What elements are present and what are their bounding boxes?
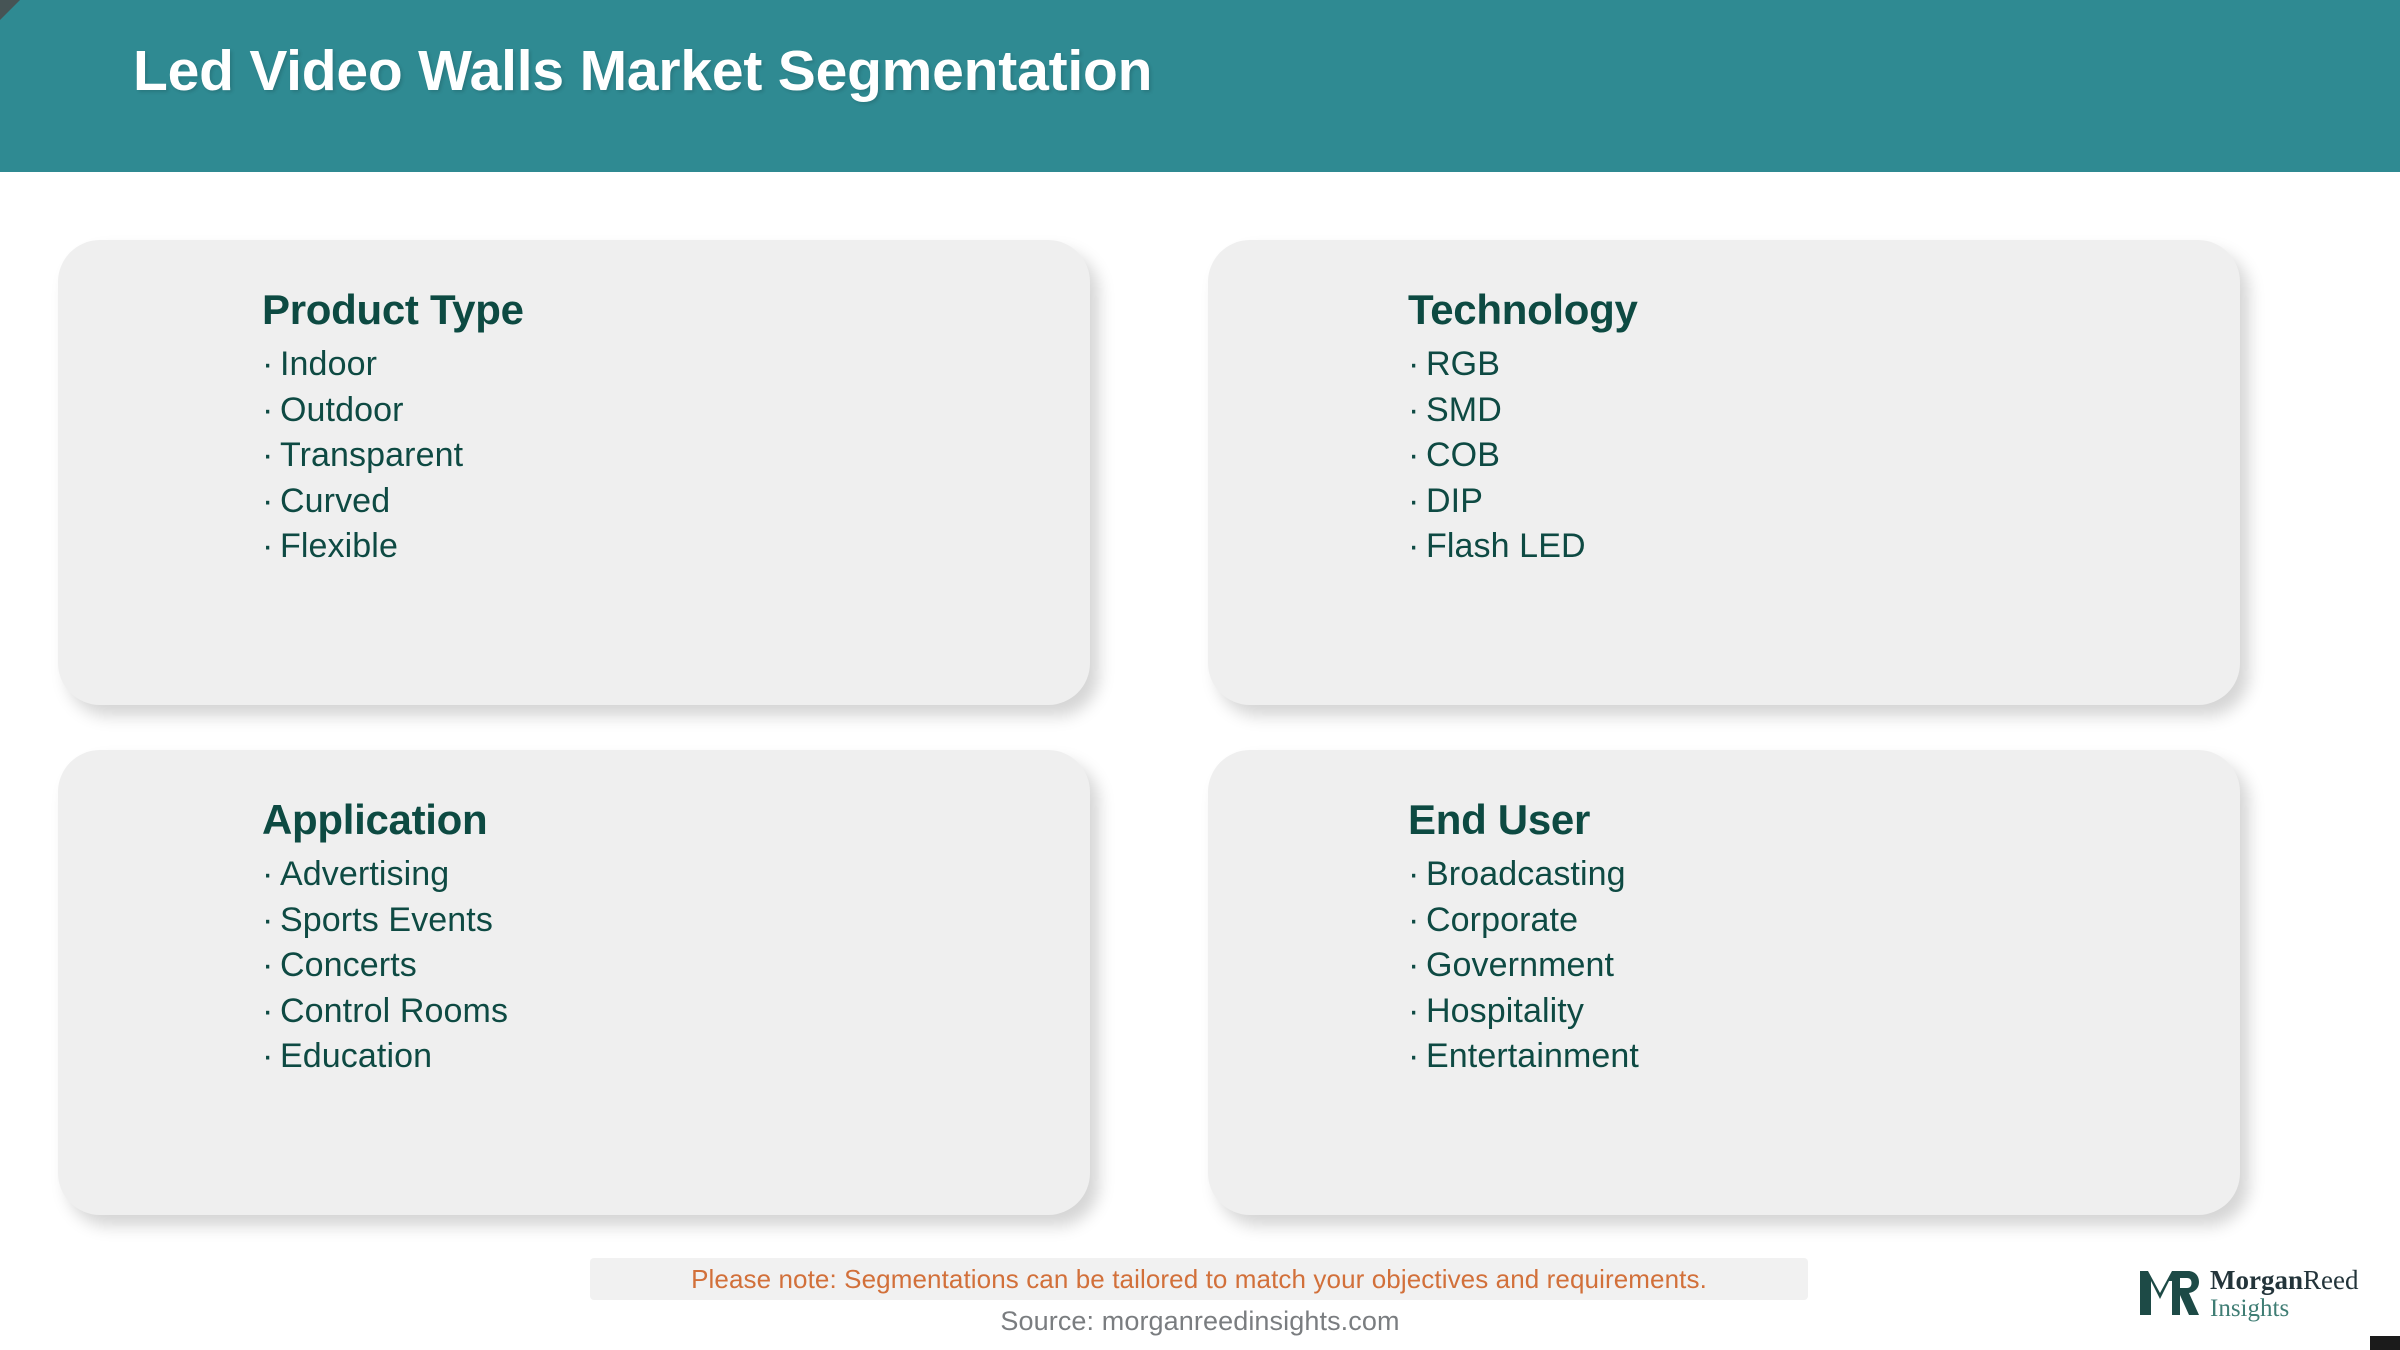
card-item-list: · Indoor · Outdoor · Transparent · Curved · F…: [262, 342, 1050, 570]
card-content: Application · Advertising · Sports Events …: [262, 796, 1050, 1080]
list-item-label: Advertising: [280, 855, 450, 894]
segmentation-card-product-type: Product Type · Indoor · Outdoor · Transpare…: [58, 240, 1090, 705]
list-item: · Corporate: [1408, 898, 2200, 944]
bullet-icon: ·: [1408, 345, 1420, 384]
bullet-icon: ·: [262, 527, 274, 566]
list-item-label: SMD: [1426, 390, 1502, 429]
bullet-icon: ·: [262, 345, 274, 384]
list-item: · Transparent: [262, 433, 1050, 479]
card-heading: End User: [1408, 796, 1590, 843]
list-item-label: Control Rooms: [280, 991, 509, 1030]
list-item: · Flash LED: [1408, 524, 2200, 570]
bullet-icon: ·: [1408, 991, 1420, 1030]
list-item: · Education: [262, 1034, 1050, 1080]
card-heading: Technology: [1408, 286, 1638, 333]
list-item: · Curved: [262, 479, 1050, 525]
list-item-label: Government: [1426, 946, 1615, 985]
card-heading: Application: [262, 796, 488, 843]
segmentation-card-application: Application · Advertising · Sports Events …: [58, 750, 1090, 1215]
logo-company-secondary: Reed: [2302, 1265, 2359, 1295]
list-item-label: Hospitality: [1426, 991, 1584, 1030]
list-item-label: DIP: [1426, 481, 1483, 520]
bullet-icon: ·: [1408, 527, 1420, 566]
list-item: · Flexible: [262, 524, 1050, 570]
bullet-icon: ·: [1408, 436, 1420, 475]
company-logo: MorganReed Insights: [2138, 1265, 2383, 1327]
list-item: · Advertising: [262, 852, 1050, 898]
bullet-icon: ·: [1408, 946, 1420, 985]
list-item: · DIP: [1408, 479, 2200, 525]
list-item-label: Corporate: [1426, 900, 1579, 939]
bullet-icon: ·: [1408, 481, 1420, 520]
mr-monogram-icon: [2140, 1271, 2199, 1315]
segmentation-card-end-user: End User · Broadcasting · Corporate · Gover…: [1208, 750, 2240, 1215]
list-item-label: Broadcasting: [1426, 855, 1626, 894]
logo-company-primary: Morgan: [2210, 1265, 2303, 1295]
footer-note-banner: Please note: Segmentations can be tailor…: [590, 1258, 1808, 1300]
bullet-icon: ·: [262, 855, 274, 894]
list-item: · SMD: [1408, 388, 2200, 434]
bullet-icon: ·: [262, 900, 274, 939]
list-item-label: RGB: [1426, 345, 1500, 384]
logo-company-name: MorganReed: [2210, 1265, 2385, 1295]
page-header: Led Video Walls Market Segmentation: [0, 0, 2400, 172]
segmentation-card-grid: Product Type · Indoor · Outdoor · Transpare…: [0, 172, 2400, 1232]
list-item: · Sports Events: [262, 898, 1050, 944]
list-item: · Broadcasting: [1408, 852, 2200, 898]
bullet-icon: ·: [262, 946, 274, 985]
list-item: · Outdoor: [262, 388, 1050, 434]
bullet-icon: ·: [1408, 900, 1420, 939]
list-item-label: Flash LED: [1426, 527, 1586, 566]
list-item-label: Sports Events: [280, 900, 493, 939]
bullet-icon: ·: [1408, 390, 1420, 429]
list-item-label: Outdoor: [280, 390, 404, 429]
footer-note-text: Please note: Segmentations can be tailor…: [691, 1263, 1707, 1294]
card-content: Product Type · Indoor · Outdoor · Transpare…: [262, 286, 1050, 570]
card-item-list: · RGB · SMD · COB · DIP · Flash LED: [1408, 342, 2200, 570]
segmentation-card-technology: Technology · RGB · SMD · COB · DIP · Flash LE…: [1208, 240, 2240, 705]
header-corner-artifact: [0, 0, 22, 22]
bullet-icon: ·: [1408, 855, 1420, 894]
list-item: · COB: [1408, 433, 2200, 479]
bullet-icon: ·: [262, 1037, 274, 1076]
bullet-icon: ·: [262, 390, 274, 429]
list-item-label: Flexible: [280, 527, 398, 566]
footer-source-text: Source: morganreedinsights.com: [1000, 1306, 1400, 1336]
bullet-icon: ·: [262, 436, 274, 475]
card-content: End User · Broadcasting · Corporate · Gover…: [1408, 796, 2200, 1080]
list-item: · Indoor: [262, 342, 1050, 388]
list-item-label: Indoor: [280, 345, 378, 384]
list-item-label: COB: [1426, 436, 1500, 475]
list-item: · Control Rooms: [262, 989, 1050, 1035]
page-edge-artifact: [2370, 1336, 2400, 1350]
bullet-icon: ·: [1408, 1037, 1420, 1076]
card-heading: Product Type: [262, 286, 524, 333]
card-item-list: · Broadcasting · Corporate · Government · Ho…: [1408, 852, 2200, 1080]
list-item-label: Transparent: [280, 436, 464, 475]
list-item: · RGB: [1408, 342, 2200, 388]
card-item-list: · Advertising · Sports Events · Concerts · C…: [262, 852, 1050, 1080]
list-item-label: Entertainment: [1426, 1037, 1639, 1076]
list-item: · Concerts: [262, 943, 1050, 989]
list-item: · Entertainment: [1408, 1034, 2200, 1080]
list-item: · Government: [1408, 943, 2200, 989]
list-item: · Hospitality: [1408, 989, 2200, 1035]
card-content: Technology · RGB · SMD · COB · DIP · Flash LE…: [1408, 286, 2200, 570]
list-item-label: Curved: [280, 481, 391, 520]
list-item-label: Education: [280, 1037, 433, 1076]
bullet-icon: ·: [262, 991, 274, 1030]
logo-tagline: Insights: [2210, 1295, 2290, 1322]
bullet-icon: ·: [262, 481, 274, 520]
list-item-label: Concerts: [280, 946, 417, 985]
logo-wordmark: MorganReed Insights: [2210, 1265, 2385, 1323]
page-title: Led Video Walls Market Segmentation: [133, 39, 1153, 103]
